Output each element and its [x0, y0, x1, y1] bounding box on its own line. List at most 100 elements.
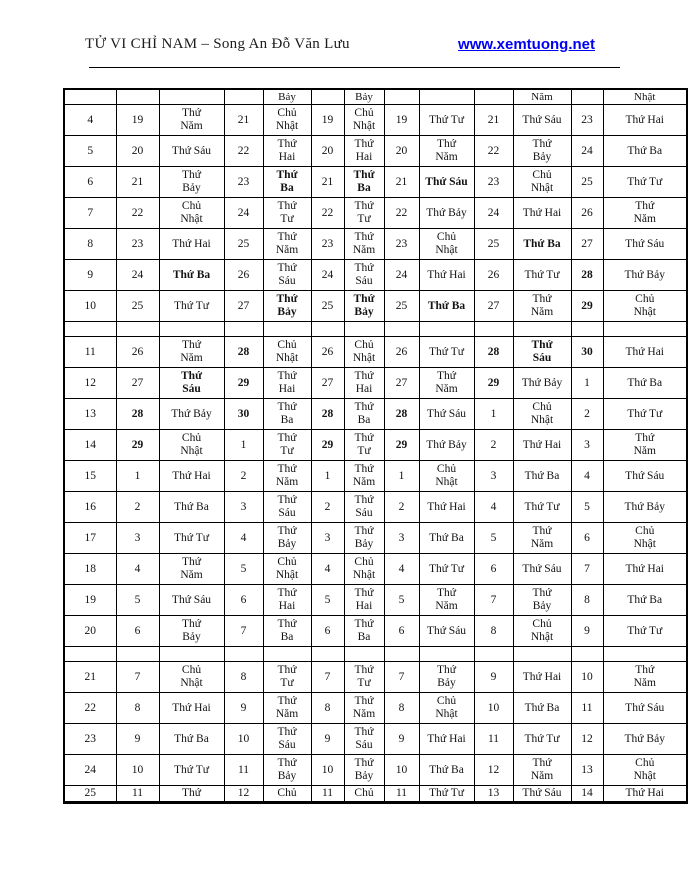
- table-cell: Thứ Bảy: [158, 398, 225, 430]
- table-cell: Thứ Tư: [262, 661, 312, 693]
- table-cell: 16: [63, 491, 117, 523]
- table-cell: 20: [383, 135, 420, 167]
- table-cell: 25: [63, 785, 117, 804]
- table-cell: Thứ Bảy: [418, 429, 475, 461]
- table-cell: 9: [310, 723, 345, 755]
- separator-cell: [602, 646, 688, 662]
- table-cell: 30: [223, 398, 264, 430]
- table-cell: 24: [473, 197, 514, 229]
- table-row: 6 21 Thứ Bảy 23 Thứ Ba 21 Thứ Ba 21 Thứ Sáu 23 Chủ…: [63, 166, 688, 198]
- partial-cell: Năm: [512, 88, 572, 105]
- table-cell: 10: [383, 754, 420, 786]
- table-cell: Thứ Sáu: [343, 491, 385, 523]
- separator-cell: [343, 321, 385, 337]
- table-cell: 11: [115, 785, 160, 804]
- table-cell: Thứ Ba: [602, 135, 688, 167]
- table-cell: Thứ Sáu: [158, 135, 225, 167]
- separator-cell: [512, 321, 572, 337]
- table-cell: 2: [223, 460, 264, 492]
- table-cell: Thứ Năm: [343, 692, 385, 724]
- table-cell: 8: [473, 615, 514, 647]
- table-cell: Chủ Nhật: [343, 553, 385, 585]
- table-cell: 19: [310, 104, 345, 136]
- table-cell: Thứ Sáu: [512, 785, 572, 804]
- table-cell: Thứ Ba: [158, 491, 225, 523]
- table-cell: 4: [570, 460, 604, 492]
- partial-row: Bảy Bảy Năm Nhật: [63, 88, 688, 105]
- table-cell: Thứ Ba: [418, 522, 475, 554]
- table-cell: Thứ Hai: [158, 228, 225, 260]
- table-cell: Thứ Tư: [158, 290, 225, 322]
- table-cell: 21: [115, 166, 160, 198]
- separator-cell: [512, 646, 572, 662]
- table-cell: 3: [310, 522, 345, 554]
- table-cell: 26: [383, 336, 420, 368]
- separator-cell: [310, 321, 345, 337]
- table-cell: 13: [63, 398, 117, 430]
- table-cell: Chủ Nhật: [418, 460, 475, 492]
- table-cell: Chủ Nhật: [158, 197, 225, 229]
- table-cell: Thứ Sáu: [262, 259, 312, 291]
- table-cell: 19: [383, 104, 420, 136]
- separator-cell: [63, 321, 117, 337]
- table-cell: Thứ Hai: [512, 661, 572, 693]
- website-link[interactable]: www.xemtuong.net: [458, 36, 595, 53]
- table-cell: 23: [570, 104, 604, 136]
- partial-cell: [570, 88, 604, 105]
- separator-cell: [383, 321, 420, 337]
- table-cell: Thứ Bảy: [343, 522, 385, 554]
- table-cell: Thứ Năm: [158, 553, 225, 585]
- table-cell: 29: [115, 429, 160, 461]
- separator-cell: [570, 321, 604, 337]
- table-cell: Thứ Sáu: [512, 104, 572, 136]
- table-cell: 22: [115, 197, 160, 229]
- table-cell: 9: [383, 723, 420, 755]
- table-row: 12 27 Thứ Sáu 29 Thứ Hai 27 Thứ Hai 27 Thứ Năm 29…: [63, 367, 688, 399]
- table-cell: Thứ Bảy: [512, 135, 572, 167]
- table-cell: 6: [223, 584, 264, 616]
- table-row: 15 1 Thứ Hai 2 Thứ Năm 1 Thứ Năm 1 Chủ Nhật 3 Thứ …: [63, 460, 688, 492]
- table-cell: Chủ Nhật: [418, 228, 475, 260]
- table-cell: 30: [570, 336, 604, 368]
- table-cell: 2: [473, 429, 514, 461]
- table-cell: Thứ Bảy: [343, 754, 385, 786]
- table-cell: Chủ Nhật: [602, 754, 688, 786]
- table-cell: Thứ Sáu: [158, 367, 225, 399]
- table-cell: Thứ Hai: [262, 135, 312, 167]
- partial-cell: Bảy: [262, 88, 312, 105]
- table-cell: Thứ Ba: [602, 367, 688, 399]
- table-cell: Chủ Nhật: [418, 692, 475, 724]
- table-cell: 5: [63, 135, 117, 167]
- table-cell: 24: [63, 754, 117, 786]
- table-cell: Thứ Ba: [262, 615, 312, 647]
- table-cell: 22: [63, 692, 117, 724]
- table-cell: Thứ Sáu: [262, 723, 312, 755]
- table-cell: Thứ Tư: [418, 336, 475, 368]
- table-cell: Thứ Bảy: [262, 290, 312, 322]
- separator-cell: [310, 646, 345, 662]
- table-cell: Thứ Hai: [602, 553, 688, 585]
- table-cell: 3: [383, 522, 420, 554]
- table-cell: 3: [223, 491, 264, 523]
- table-cell: Thứ Bảy: [418, 197, 475, 229]
- table-cell: Thứ: [158, 785, 225, 804]
- table-cell: Thứ Hai: [262, 584, 312, 616]
- table-cell: 12: [223, 785, 264, 804]
- table-cell: 22: [223, 135, 264, 167]
- calendar-table: Bảy Bảy Năm Nhật 4 19 Thứ Năm 21 Chủ Nhật 19 Chủ N…: [63, 88, 688, 804]
- table-cell: 23: [383, 228, 420, 260]
- table-cell: 13: [570, 754, 604, 786]
- table-row: 21 7 Chủ Nhật 8 Thứ Tư 7 Thứ Tư 7 Thứ Bảy 9 Thứ Ha…: [63, 661, 688, 693]
- partial-cell: [115, 88, 160, 105]
- table-cell: Thứ Tư: [418, 553, 475, 585]
- table-cell: Thứ Bảy: [418, 661, 475, 693]
- table-cell: 21: [310, 166, 345, 198]
- separator-cell: [418, 646, 475, 662]
- table-cell: Thứ Hai: [418, 259, 475, 291]
- table-cell: Chủ Nhật: [262, 104, 312, 136]
- table-cell: 5: [115, 584, 160, 616]
- table-cell: 24: [570, 135, 604, 167]
- table-cell: Thứ Năm: [158, 104, 225, 136]
- partial-cell: [223, 88, 264, 105]
